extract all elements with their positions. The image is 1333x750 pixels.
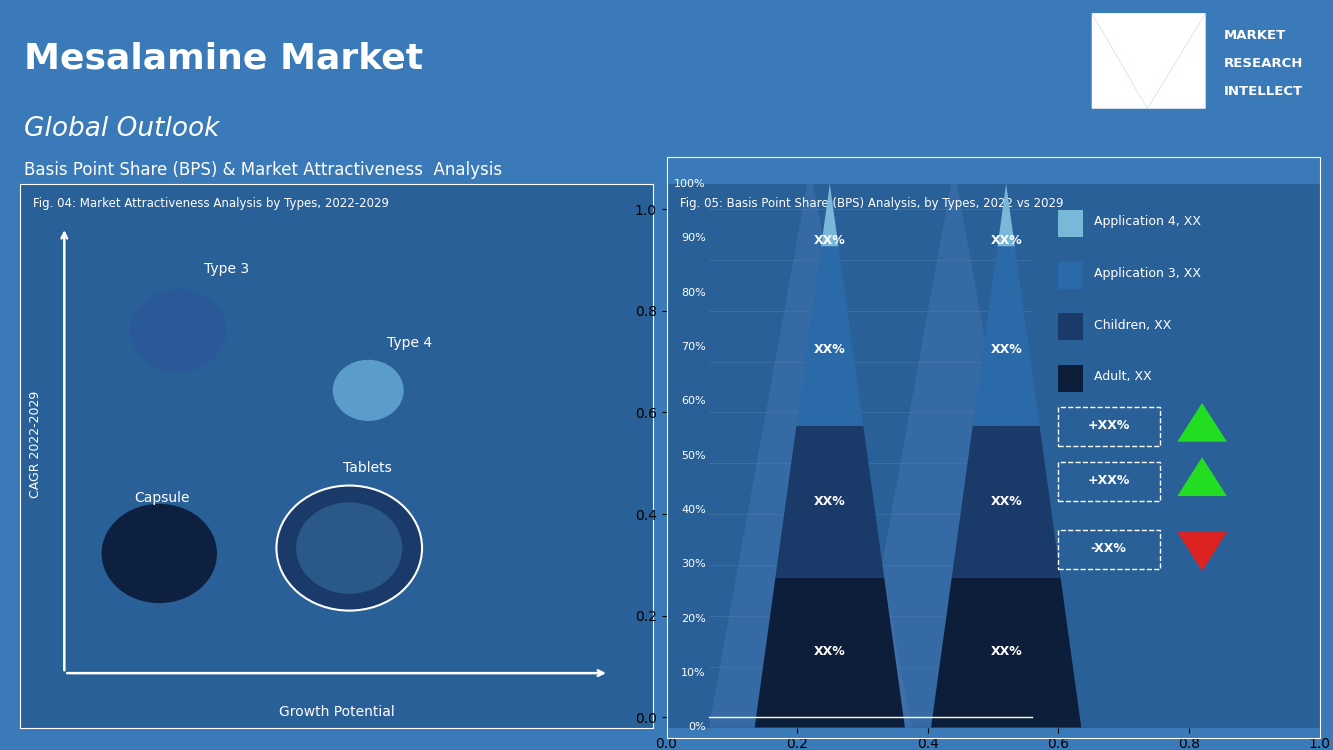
Text: XX%: XX% bbox=[814, 495, 845, 508]
Text: 30%: 30% bbox=[681, 560, 705, 569]
Text: Mesalamine Market: Mesalamine Market bbox=[24, 41, 423, 75]
Text: 100%: 100% bbox=[674, 178, 705, 189]
Text: Basis Point Share (BPS) & Market Attractiveness  Analysis: Basis Point Share (BPS) & Market Attract… bbox=[24, 161, 503, 179]
Polygon shape bbox=[1148, 13, 1205, 109]
Text: 80%: 80% bbox=[681, 287, 705, 298]
Text: 40%: 40% bbox=[681, 505, 705, 515]
Polygon shape bbox=[1177, 532, 1226, 571]
Polygon shape bbox=[1092, 13, 1148, 109]
Polygon shape bbox=[796, 246, 864, 426]
Text: +XX%: +XX% bbox=[1088, 473, 1130, 487]
Text: Fig. 04: Market Attractiveness Analysis by Types, 2022-2029: Fig. 04: Market Attractiveness Analysis … bbox=[33, 197, 389, 210]
Bar bbox=[1058, 262, 1084, 289]
Polygon shape bbox=[997, 184, 1014, 246]
Circle shape bbox=[297, 503, 401, 593]
Circle shape bbox=[131, 290, 225, 371]
Bar bbox=[1058, 210, 1084, 237]
Text: XX%: XX% bbox=[814, 234, 845, 248]
Polygon shape bbox=[1092, 13, 1205, 109]
Text: Growth Potential: Growth Potential bbox=[279, 705, 395, 719]
Text: 20%: 20% bbox=[681, 614, 705, 624]
Polygon shape bbox=[1177, 458, 1226, 496]
Text: XX%: XX% bbox=[990, 645, 1022, 658]
Text: CAGR 2022-2029: CAGR 2022-2029 bbox=[29, 392, 43, 499]
Text: 70%: 70% bbox=[681, 342, 705, 352]
Text: +XX%: +XX% bbox=[1088, 419, 1130, 432]
Text: Capsule: Capsule bbox=[133, 490, 189, 505]
Circle shape bbox=[333, 361, 403, 420]
Text: -XX%: -XX% bbox=[1090, 542, 1126, 554]
Circle shape bbox=[276, 485, 423, 610]
Text: 90%: 90% bbox=[681, 233, 705, 243]
Text: Tablets: Tablets bbox=[343, 460, 392, 475]
Text: 50%: 50% bbox=[681, 451, 705, 460]
Bar bbox=[1058, 364, 1084, 392]
Polygon shape bbox=[973, 246, 1040, 426]
Text: MARKET: MARKET bbox=[1224, 29, 1285, 42]
Text: Adult, XX: Adult, XX bbox=[1094, 370, 1152, 383]
Text: XX%: XX% bbox=[990, 234, 1022, 248]
Text: Global Outlook: Global Outlook bbox=[24, 116, 220, 142]
Text: XX%: XX% bbox=[814, 343, 845, 356]
Polygon shape bbox=[952, 426, 1061, 578]
Text: 60%: 60% bbox=[681, 396, 705, 406]
Text: 10%: 10% bbox=[681, 668, 705, 678]
Polygon shape bbox=[754, 578, 905, 728]
Text: XX%: XX% bbox=[990, 343, 1022, 356]
Text: Type 4: Type 4 bbox=[388, 335, 432, 350]
Text: Children, XX: Children, XX bbox=[1094, 319, 1172, 332]
Text: INTELLECT: INTELLECT bbox=[1224, 86, 1302, 98]
Text: XX%: XX% bbox=[814, 645, 845, 658]
Text: Fig. 05: Basis Point Share (BPS) Analysis, by Types, 2022 vs 2029: Fig. 05: Basis Point Share (BPS) Analysi… bbox=[680, 197, 1062, 210]
Polygon shape bbox=[1177, 403, 1226, 442]
Text: RESEARCH: RESEARCH bbox=[1224, 57, 1302, 70]
Polygon shape bbox=[853, 167, 1056, 728]
Polygon shape bbox=[821, 184, 838, 246]
Text: XX%: XX% bbox=[990, 495, 1022, 508]
Text: 0%: 0% bbox=[688, 722, 705, 733]
Polygon shape bbox=[776, 426, 884, 578]
Polygon shape bbox=[709, 167, 912, 728]
Text: Type 3: Type 3 bbox=[204, 262, 249, 276]
Text: Application 4, XX: Application 4, XX bbox=[1094, 215, 1201, 228]
Text: Application 3, XX: Application 3, XX bbox=[1094, 267, 1201, 280]
Bar bbox=[1058, 314, 1084, 340]
Polygon shape bbox=[930, 578, 1081, 728]
Circle shape bbox=[103, 505, 216, 602]
